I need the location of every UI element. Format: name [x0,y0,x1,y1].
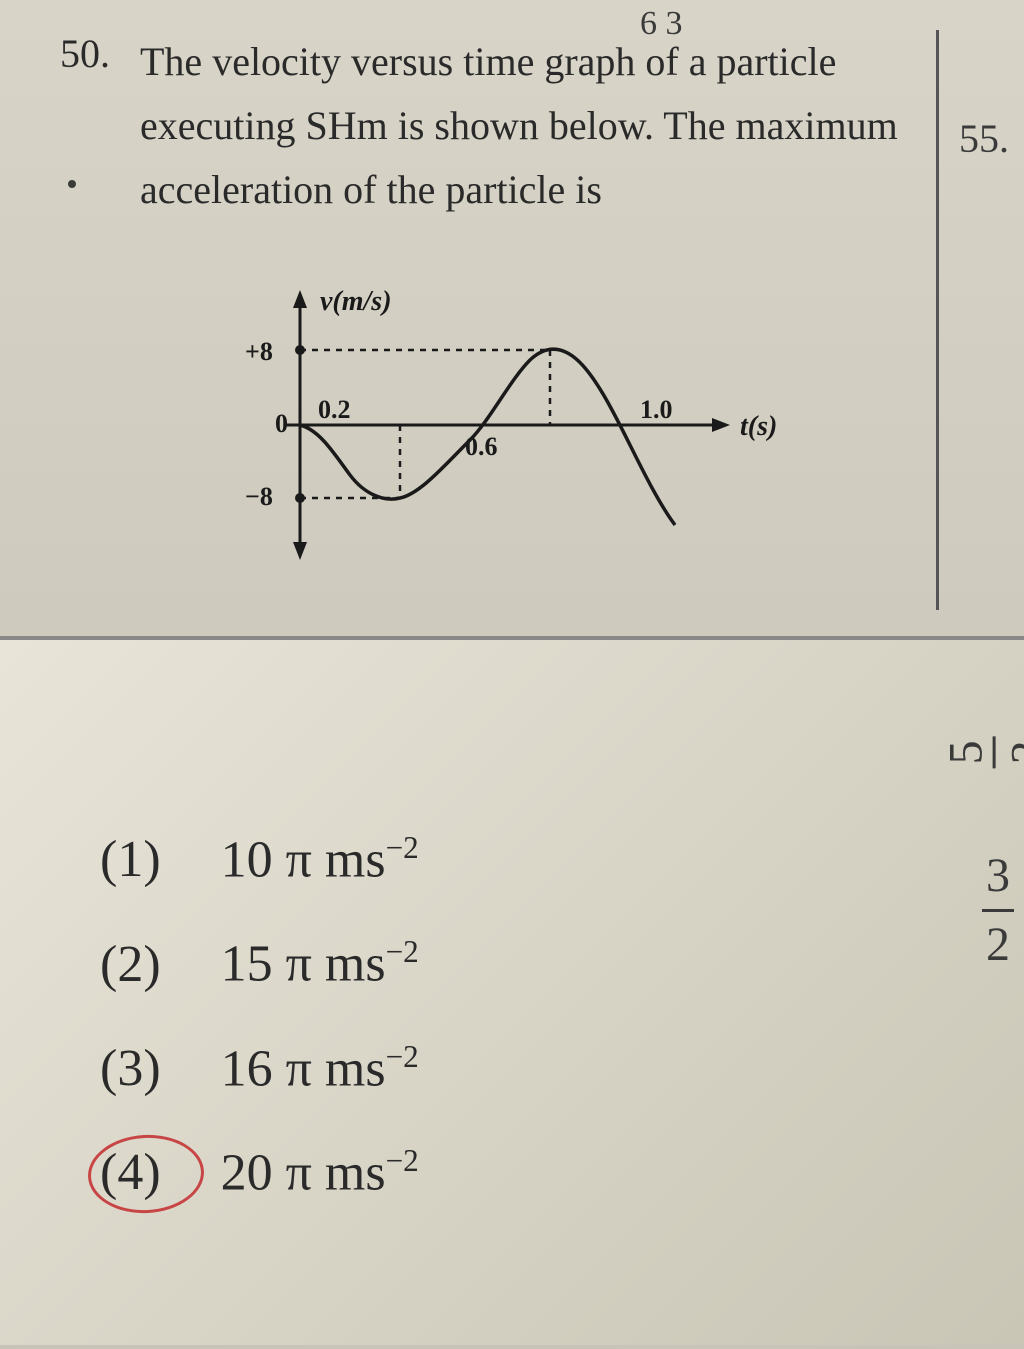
option-number-1: (1) [100,830,161,889]
x-tick-1: 0.2 [318,395,351,424]
dot-mark [68,180,76,188]
option-text-4: 20 π ms−2 [221,1143,419,1202]
velocity-time-graph: v(m/s) t(s) +8 0 −8 0.2 0.6 1.0 [230,280,790,580]
question-row: 50. The velocity versus time graph of a … [60,30,1004,222]
question-text: The velocity versus time graph of a part… [140,30,920,222]
option-2: (2) 15 π ms−2 [100,934,984,993]
options-list: (1) 10 π ms−2 (2) 15 π ms−2 (3) 16 π ms−… [40,700,984,1202]
next-question-number: 55. [959,115,1009,162]
question-panel: 6 3 55. 50. The velocity versus time gra… [0,0,1024,640]
question-number: 50. [60,30,110,222]
x-tick-3: 1.0 [640,395,673,424]
x-tick-2: 0.6 [465,432,498,461]
option-number-2: (2) [100,935,161,994]
option-text-3: 16 π ms−2 [221,1039,419,1098]
option-text-2: 15 π ms−2 [221,934,419,993]
y-tick-top: +8 [245,337,273,366]
options-panel: 5 3 3 2 (1) 10 π ms−2 (2) 15 π ms−2 (3) … [0,640,1024,1345]
margin-divider [936,30,939,610]
y-tick-origin: 0 [275,409,288,438]
option-4: (4) 20 π ms−2 [100,1143,984,1202]
handwritten-annotation-right: 5 3 3 2 [982,690,1014,977]
handwritten-annotation-top: 6 3 [640,5,683,43]
y-tick-bottom: −8 [245,482,273,511]
option-number-4: (4) [100,1143,161,1202]
option-3: (3) 16 π ms−2 [100,1039,984,1098]
option-1: (1) 10 π ms−2 [100,830,984,889]
x-axis-label: t(s) [740,411,777,442]
option-number-3: (3) [100,1039,161,1098]
y-axis-label: v(m/s) [320,286,392,317]
option-text-1: 10 π ms−2 [221,830,419,889]
